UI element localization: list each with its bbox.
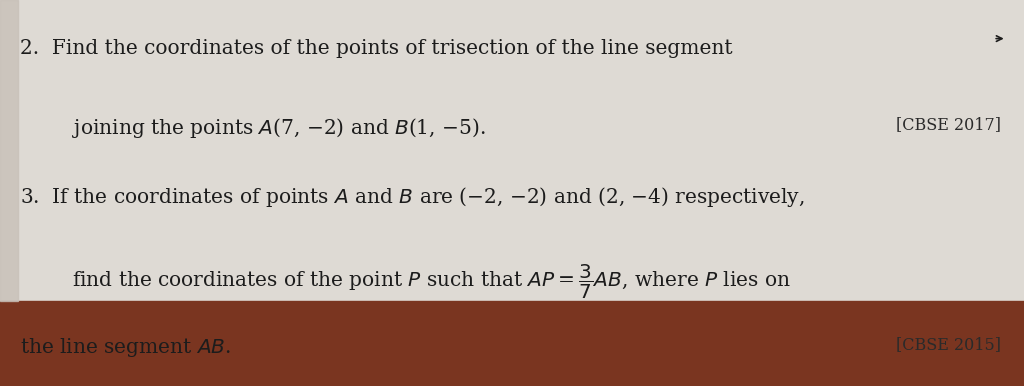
Text: 2.  Find the coordinates of the points of trisection of the line segment: 2. Find the coordinates of the points of… [20, 39, 733, 58]
Text: find the coordinates of the point $\mathit{P}$ such that $\mathit{AP}$ = $\dfrac: find the coordinates of the point $\math… [72, 262, 791, 301]
Text: the line segment $\mathit{AB}$.: the line segment $\mathit{AB}$. [20, 336, 231, 359]
Text: 3.  If the coordinates of points $\mathit{A}$ and $\mathit{B}$ are (−2, −2) and : 3. If the coordinates of points $\mathit… [20, 185, 805, 209]
Bar [0, 301, 1024, 386]
Text: [CBSE 2017]: [CBSE 2017] [896, 116, 1001, 133]
Text: joining the points $\mathit{A}$(7, −2) and $\mathit{B}$(1, −5).: joining the points $\mathit{A}$(7, −2) a… [72, 116, 485, 140]
Bar [0, 0, 18, 301]
Text: [CBSE 2015]: [CBSE 2015] [896, 336, 1001, 353]
